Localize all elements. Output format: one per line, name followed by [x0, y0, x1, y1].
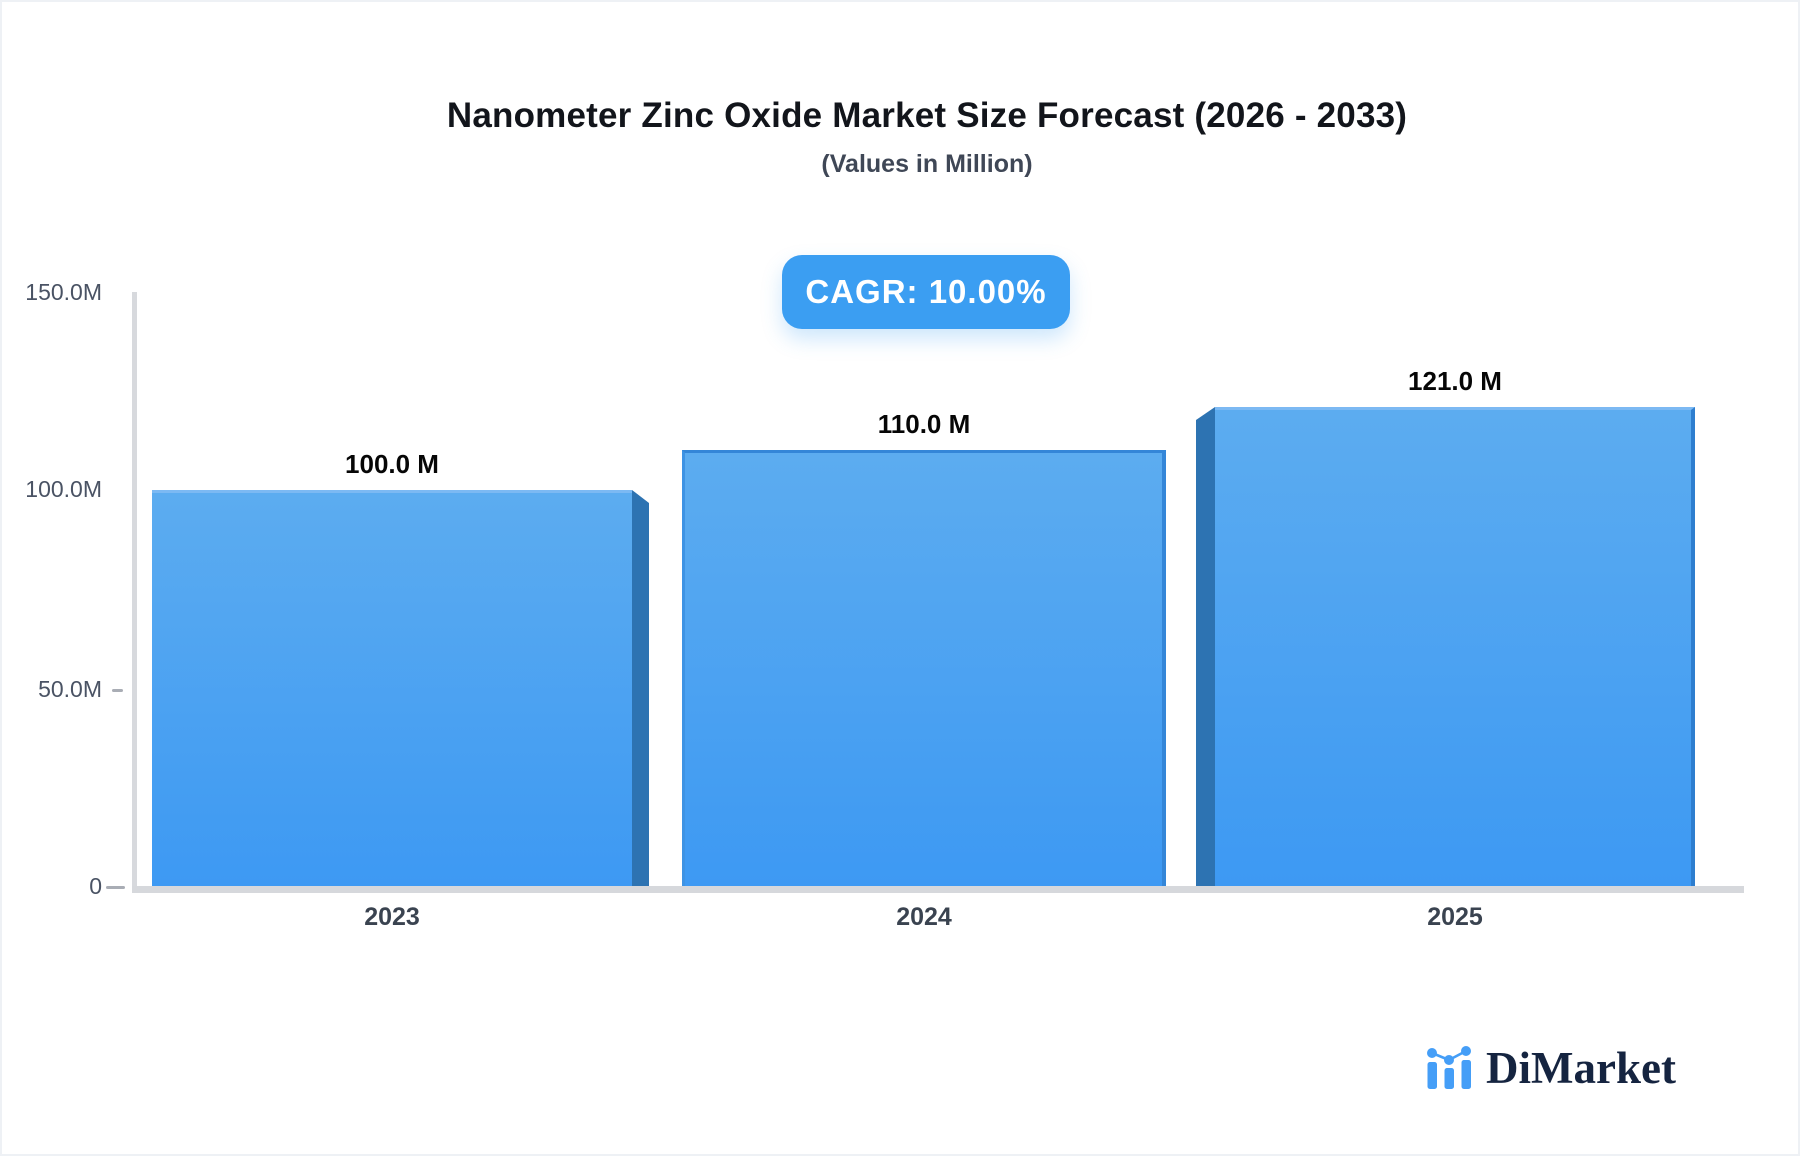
- bar-2023-3d-side: [632, 490, 649, 886]
- y-tick-label-150: 150.0M: [25, 279, 102, 305]
- x-tick-label-2023: 2023: [364, 903, 420, 931]
- bar-2023: [152, 490, 632, 886]
- y-axis-line: [132, 292, 137, 886]
- chart-title: Nanometer Zinc Oxide Market Size Forecas…: [446, 96, 1408, 135]
- bar-value-label-2024: 110.0 M: [877, 409, 971, 439]
- cagr-badge-label: CAGR: 10.00%: [805, 273, 1047, 310]
- cagr-badge: CAGR: 10.00%: [782, 255, 1070, 329]
- bar-2024: [682, 450, 1166, 886]
- y-tick-mark-0: [106, 886, 125, 889]
- brand-logo-text: DiMarket: [1486, 1043, 1676, 1093]
- bar-2025: [1215, 407, 1695, 886]
- brand-logo: DiMarket: [1426, 1042, 1676, 1094]
- y-tick-mark-50: [112, 689, 123, 692]
- bar-chart-trend-icon: [1427, 1046, 1471, 1089]
- y-tick-label-0: 0: [89, 873, 102, 899]
- x-tick-label-2025: 2025: [1427, 903, 1483, 931]
- bar-value-label-2023: 100.0 M: [345, 449, 439, 479]
- x-axis-line: [132, 886, 1744, 893]
- y-tick-label-50: 50.0M: [38, 676, 102, 702]
- chart-subtitle: (Values in Million): [821, 150, 1033, 178]
- x-tick-label-2024: 2024: [896, 903, 952, 931]
- y-tick-label-100: 100.0M: [25, 476, 102, 502]
- bar-value-label-2025: 121.0 M: [1408, 366, 1502, 396]
- bar-2025-3d-side: [1196, 407, 1215, 886]
